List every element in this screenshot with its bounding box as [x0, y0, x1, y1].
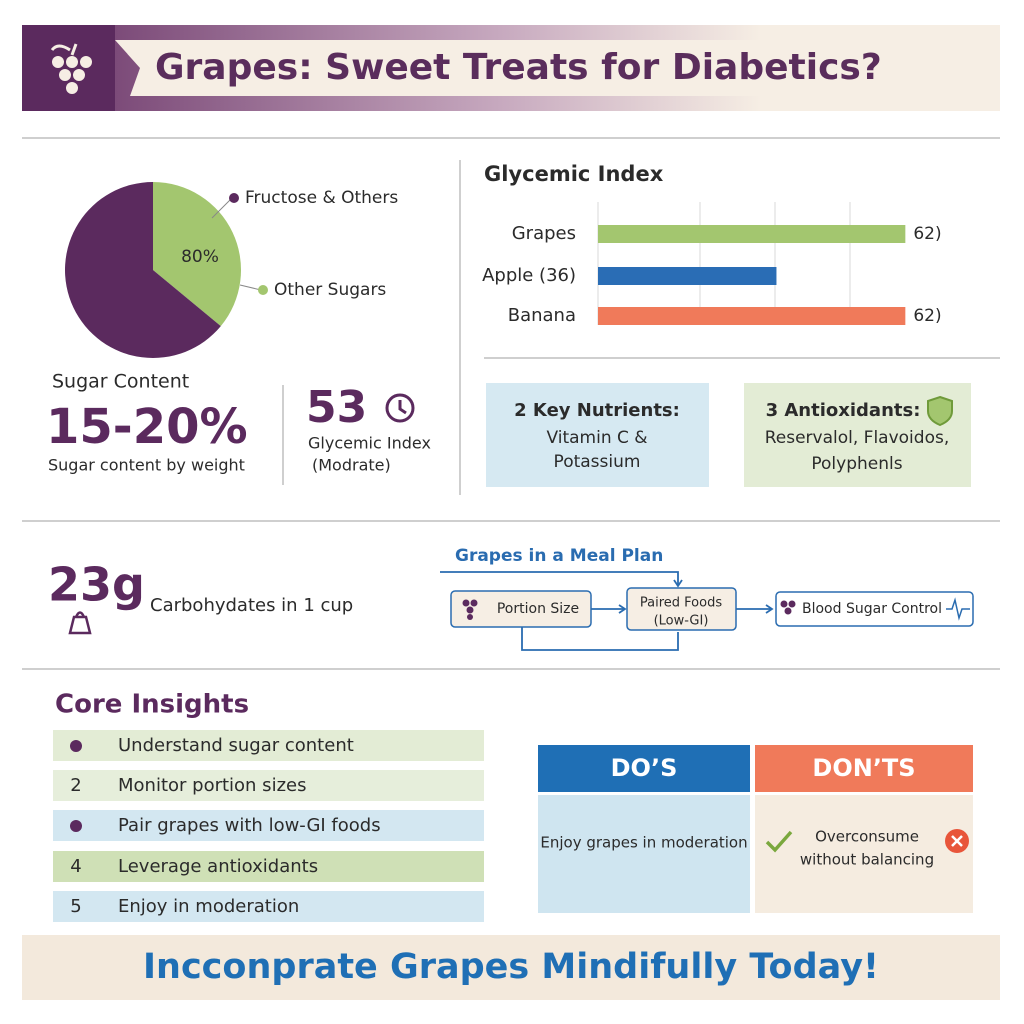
carbs-caption: Carbohydates in 1 cup: [150, 595, 353, 616]
sugar-caption: Sugar content by weight: [48, 456, 245, 475]
footer-band: [22, 935, 1000, 1000]
chart-gridlines: [597, 202, 851, 325]
insight-row: [53, 730, 484, 761]
donts-header: [755, 745, 973, 792]
grape-icon: [780, 600, 796, 615]
insight-text: Enjoy in moderation: [118, 896, 299, 917]
antioxidants-line: Reservalol, Flavoidos,: [765, 428, 950, 448]
nutrients-line: Vitamin C &: [546, 428, 647, 448]
insights-title: Core Insights: [55, 690, 249, 720]
bar-chart-title: Glycemic Index: [484, 162, 664, 186]
insight-text: Understand sugar content: [118, 735, 354, 756]
insight-row: [53, 891, 484, 922]
bar: [598, 267, 777, 285]
leader-line: [211, 197, 233, 219]
bar-category: Grapes: [512, 223, 576, 244]
pie-slice: [153, 182, 241, 327]
legend-label: Other Sugars: [274, 280, 386, 300]
header-icon-block: [22, 25, 115, 111]
antioxidants-title: 3 Antioxidants:: [766, 400, 921, 421]
legend-dot: [229, 193, 239, 203]
bar-value-label: 62): [913, 306, 941, 326]
insight-text: Pair grapes with low-GI foods: [118, 815, 381, 836]
scale-icon: [68, 611, 92, 635]
cross-icon-mark: [951, 835, 963, 847]
donts-body: [755, 795, 973, 913]
donts-title: DON’TS: [812, 754, 915, 782]
nutrients-box: [486, 383, 709, 487]
clock-icon: [385, 393, 415, 423]
antioxidants-line: Polyphenls: [811, 454, 902, 474]
flow-step: Blood Sugar Control: [802, 601, 942, 617]
nutrients-line: Potassium: [554, 452, 641, 472]
legend-dot: [258, 285, 268, 295]
sugar-value: 15-20%: [46, 399, 248, 455]
insight-icon: [70, 740, 82, 752]
donts-text: Overconsume: [815, 828, 919, 846]
flow-step-box: [626, 587, 737, 631]
insight-number: 5: [70, 896, 81, 917]
insight-icon: [70, 820, 82, 832]
bar: [598, 307, 906, 325]
pie-annotation: 80%: [181, 247, 219, 267]
flow-step: Paired Foods: [640, 596, 722, 611]
footer-text: Incconprate Grapes Mindifully Today!: [143, 947, 879, 987]
flow-step-box: [775, 591, 974, 627]
flow-step-box: [450, 590, 592, 628]
bar-category: Banana: [508, 305, 576, 326]
gi-note: (Modrate): [312, 456, 391, 475]
dos-title: DO’S: [611, 754, 678, 782]
meal-plan-title: Grapes in a Meal Plan: [455, 546, 663, 566]
insight-number: 4: [70, 856, 81, 877]
insight-number: 2: [70, 775, 81, 796]
bar: [598, 225, 906, 243]
insights-list: Understand sugar content 2 Monitor portion…: [53, 730, 484, 922]
carbs-value: 23g: [48, 558, 145, 612]
insight-text: Leverage antioxidants: [118, 856, 318, 877]
leader-line: [239, 284, 262, 291]
shield-icon: [927, 395, 953, 427]
nutrients-title: 2 Key Nutrients:: [514, 400, 680, 421]
page-title: Grapes: Sweet Treats for Diabetics?: [155, 47, 882, 88]
gi-value: 53: [306, 382, 367, 433]
check-icon: [765, 830, 793, 853]
dos-header: [538, 745, 750, 792]
insight-row: [53, 851, 484, 882]
flow-step-note: (Low-GI): [654, 614, 709, 629]
gi-caption: Glycemic Index: [308, 434, 431, 453]
bar-category: Apple (36): [482, 265, 576, 286]
donts-text: without balancing: [800, 851, 934, 869]
legend-label: Fructose & Others: [245, 188, 398, 208]
insight-row: [53, 770, 484, 801]
grape-icon: [462, 599, 478, 620]
bar-value-label: 62): [913, 224, 941, 244]
sugar-label: Sugar Content: [52, 371, 189, 393]
header-ribbon: [115, 40, 880, 96]
insight-text: Monitor portion sizes: [118, 775, 306, 796]
dos-text: Enjoy grapes in moderation: [540, 834, 747, 852]
dos-body: [538, 795, 750, 913]
flow-step: Portion Size: [497, 601, 579, 617]
pie-slice: [64, 182, 221, 358]
flow-arrows: [440, 571, 774, 651]
pulse-icon: [946, 597, 970, 621]
insight-row: [53, 810, 484, 841]
grape-icon: [50, 43, 92, 94]
